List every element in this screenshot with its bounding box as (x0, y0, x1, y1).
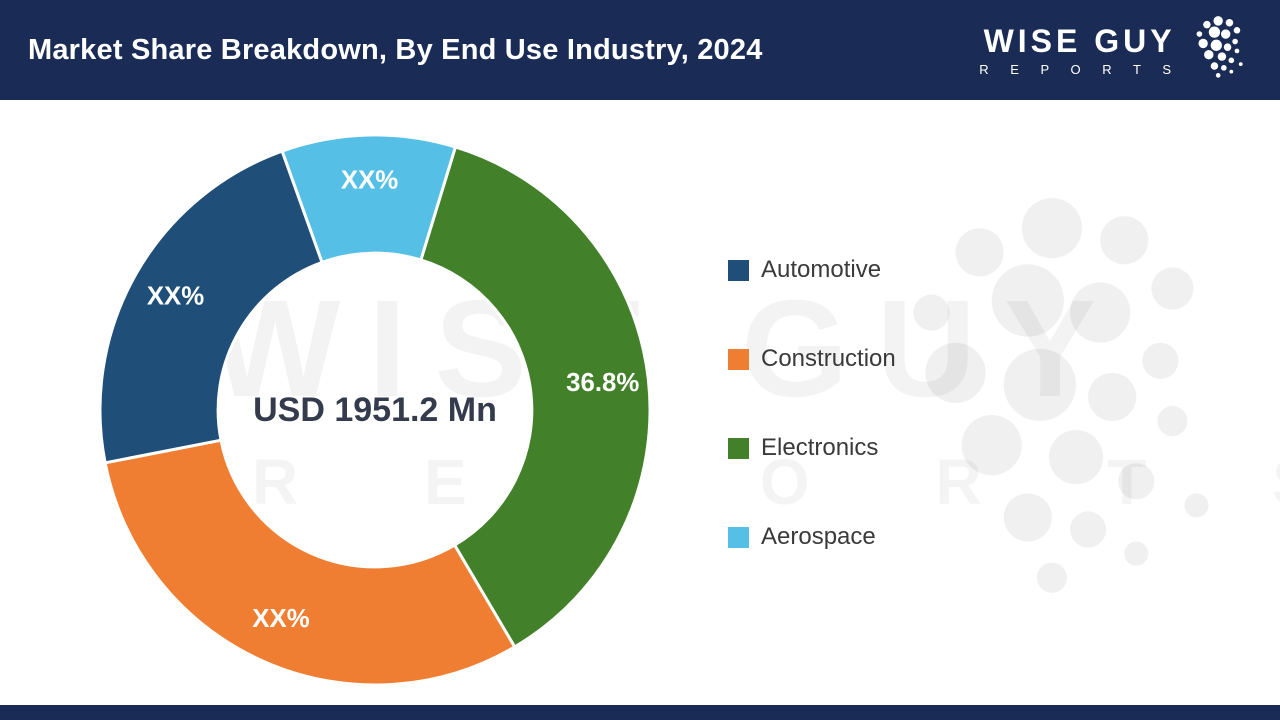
donut-segment-automotive (98, 149, 324, 465)
segment-label-construction: XX% (252, 605, 309, 633)
legend-item-automotive: Automotive (728, 256, 896, 284)
watermark-text-line1: WISE GUY (210, 270, 1124, 429)
legend-item-aerospace: Aerospace (728, 523, 896, 551)
watermark-head-graphic (913, 198, 1209, 593)
segment-label-automotive: XX% (147, 283, 204, 311)
legend-swatch (728, 348, 749, 370)
logo-line2: R E P O R T S (979, 62, 1180, 77)
donut-chart: 36.8% XX% XX% XX% USD 1951.2 Mn (97, 132, 653, 688)
watermark-text-line2: R E P O R T S (252, 445, 1280, 519)
page-title: Market Share Breakdown, By End Use Indus… (28, 33, 763, 66)
segment-label-aerospace: XX% (341, 167, 398, 195)
logo-head-icon (1196, 16, 1243, 78)
footer-bar (0, 705, 1280, 720)
legend-label: Aerospace (761, 523, 876, 550)
legend-item-construction: Construction (728, 345, 896, 373)
legend-label: Electronics (761, 434, 879, 461)
legend-swatch (728, 259, 749, 281)
donut-svg: 36.8% XX% XX% XX% (98, 133, 652, 687)
legend-label: Automotive (761, 256, 882, 283)
donut-segment-construction (103, 438, 517, 687)
wiseguy-logo: WISE GUY R E P O R T S (979, 13, 1252, 87)
legend-label: Construction (761, 345, 896, 372)
chart-legend: Automotive Construction Electronics Aerospa… (728, 256, 896, 551)
legend-swatch (728, 437, 749, 459)
legend-item-electronics: Electronics (728, 434, 896, 462)
logo-text: WISE GUY R E P O R T S (979, 23, 1180, 77)
segment-label-electronics: 36.8% (566, 369, 639, 397)
header-bar: Market Share Breakdown, By End Use Indus… (0, 0, 1280, 100)
donut-segment-aerospace (280, 133, 457, 264)
donut-segment-electronics (419, 145, 652, 649)
logo-line1: WISE GUY (983, 23, 1176, 59)
legend-swatch (728, 526, 749, 548)
